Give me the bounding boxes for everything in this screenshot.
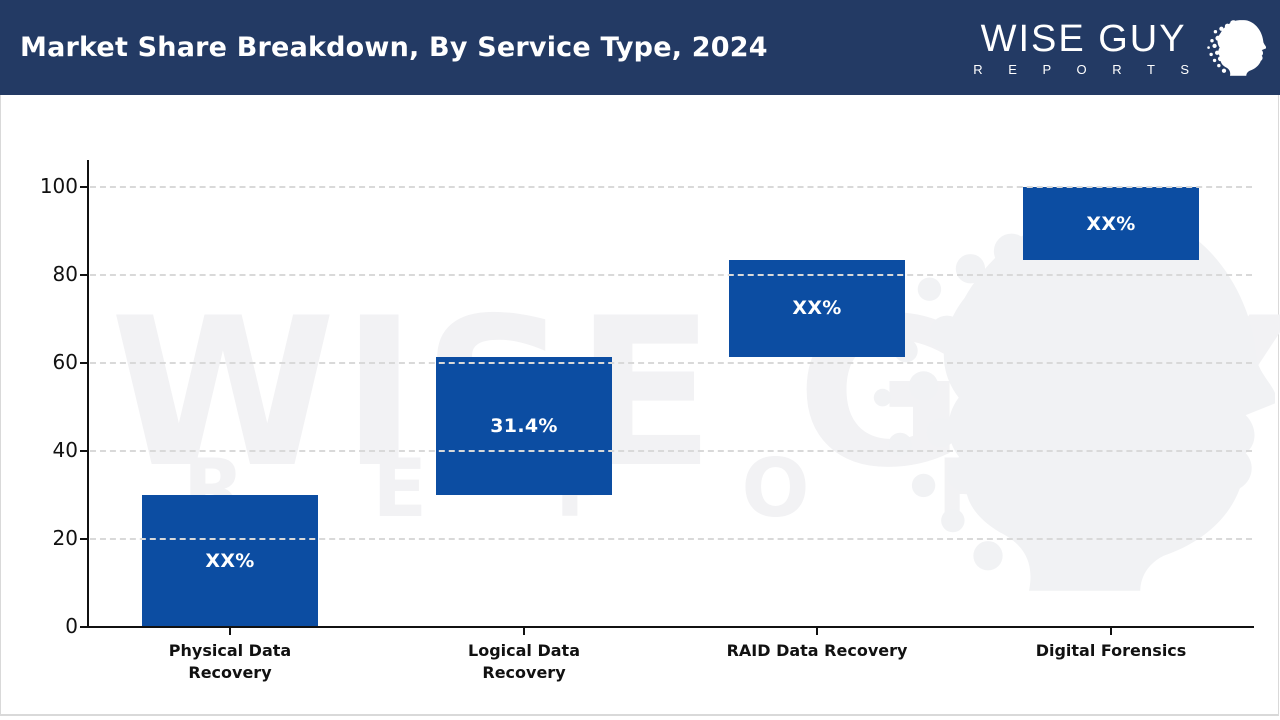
x-category-label-line: Logical Data — [468, 641, 580, 660]
bar-value-label: XX% — [1086, 212, 1136, 235]
bar-value-label: XX% — [205, 550, 255, 572]
gridline — [90, 450, 1252, 452]
wiseguy-logo-text: WISE GUY R E P O R T S — [967, 20, 1200, 77]
y-tick-label: 20 — [52, 526, 78, 550]
x-category-label-line: Recovery — [188, 662, 272, 682]
header-bar: Market Share Breakdown, By Service Type,… — [0, 0, 1280, 95]
bar-segment: 31.4% — [436, 356, 612, 495]
x-category-label: Physical Data Recovery — [115, 640, 345, 683]
bar-value-label: XX% — [792, 297, 842, 320]
bar-value-label: 31.4% — [490, 414, 558, 437]
y-tick-mark — [80, 186, 87, 188]
y-tick-label: 60 — [52, 350, 78, 374]
bar-segment: XX% — [142, 495, 318, 627]
x-category-label: Digital Forensics — [996, 640, 1226, 662]
gridline — [90, 274, 1252, 276]
gridline — [90, 538, 1252, 540]
page-title: Market Share Breakdown, By Service Type,… — [20, 32, 768, 63]
y-tick-mark — [80, 538, 87, 540]
x-category-label: RAID Data Recovery — [702, 640, 932, 662]
x-tick-mark — [816, 628, 818, 635]
x-category-label-line: RAID Data Recovery — [726, 641, 908, 660]
logo-wordmark: WISE GUY — [980, 17, 1187, 60]
x-category-label-line: Physical Data — [168, 641, 292, 660]
y-axis-spine — [87, 160, 89, 628]
x-category-label: Logical Data Recovery — [409, 640, 639, 683]
y-tick-label: 40 — [52, 438, 78, 462]
x-tick-mark — [229, 628, 231, 635]
y-tick-label: 0 — [65, 614, 78, 638]
watermark-head-icon — [865, 210, 1275, 591]
x-axis-spine — [87, 626, 1254, 628]
wiseguy-head-icon — [1206, 10, 1266, 86]
y-tick-label: 80 — [52, 262, 78, 286]
gridline — [90, 186, 1252, 188]
y-tick-mark — [80, 450, 87, 452]
bar-segment: XX% — [1023, 187, 1199, 261]
content-frame-border — [0, 95, 1279, 716]
gridline — [90, 362, 1252, 364]
y-tick-label: 100 — [39, 174, 78, 198]
logo-subtitle: R E P O R T S — [973, 61, 1200, 77]
x-tick-mark — [523, 628, 525, 635]
y-tick-mark — [80, 274, 87, 276]
bar-segment: XX% — [729, 260, 905, 357]
x-category-label-line: Recovery — [482, 662, 566, 682]
x-category-label-line: Digital Forensics — [1035, 641, 1187, 660]
wiseguy-logo: WISE GUY R E P O R T S — [967, 8, 1266, 88]
x-tick-mark — [1110, 628, 1112, 635]
y-tick-mark — [80, 362, 87, 364]
y-tick-mark — [80, 626, 87, 628]
